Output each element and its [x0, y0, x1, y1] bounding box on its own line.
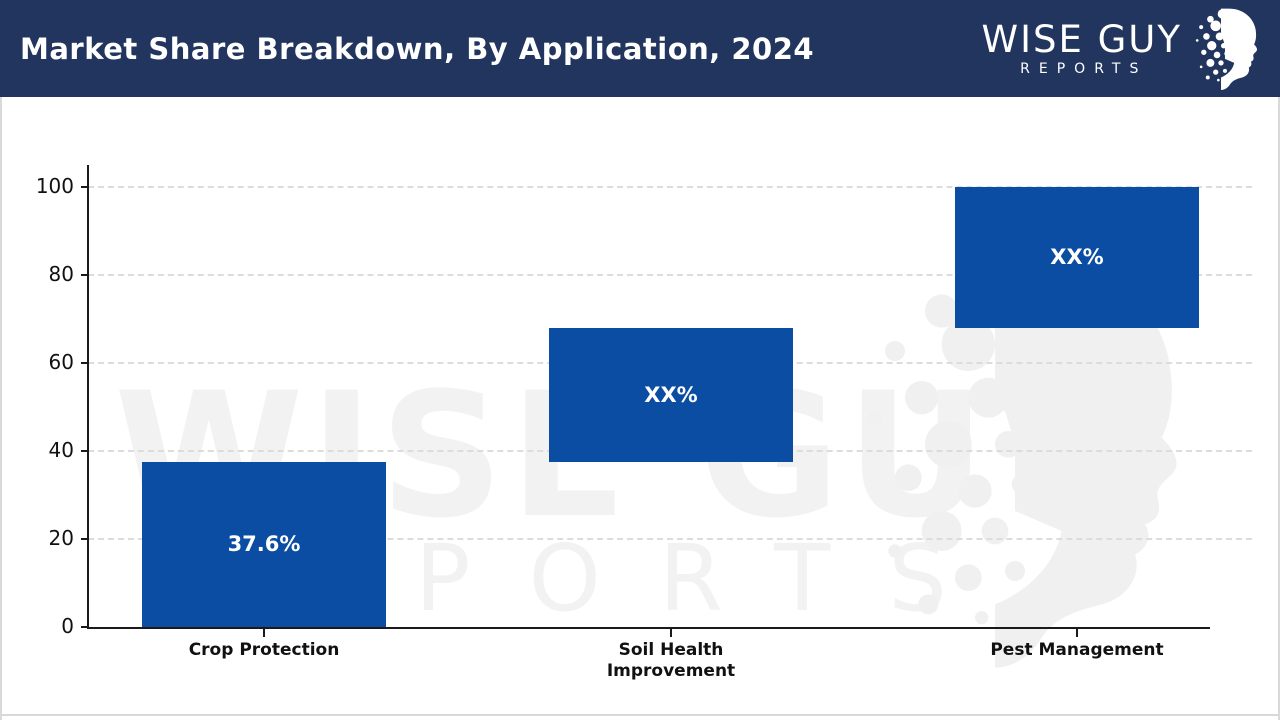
x-axis-line [87, 627, 1210, 629]
bar-pest-management: XX% [955, 187, 1199, 328]
header-bar: Market Share Breakdown, By Application, … [0, 0, 1280, 97]
bottom-divider [0, 714, 1280, 716]
y-tick-mark [81, 362, 88, 364]
x-tick-label: Pest Management [990, 640, 1164, 660]
y-axis-line [87, 165, 89, 629]
y-tick-label: 20 [48, 526, 74, 550]
gridline [88, 186, 1252, 188]
x-tick-mark [1076, 629, 1078, 637]
gridline [88, 538, 1252, 540]
y-tick-mark [81, 450, 88, 452]
gridline [88, 274, 1252, 276]
y-tick-label: 0 [61, 614, 74, 638]
page-title: Market Share Breakdown, By Application, … [20, 31, 815, 66]
y-tick-label: 60 [48, 350, 74, 374]
x-tick-label: Crop Protection [188, 640, 340, 660]
logo-text: WISE GUY REPORTS [982, 21, 1182, 76]
y-tick-mark [81, 186, 88, 188]
wise-guy-logo: WISE GUY REPORTS [982, 6, 1264, 92]
y-tick-mark [81, 538, 88, 540]
bar-value-label: XX% [644, 382, 698, 407]
y-tick-mark [81, 626, 88, 628]
x-tick-mark [263, 629, 265, 637]
bar-soil-health-improvement: XX% [549, 327, 793, 462]
logo-wordmark: WISE GUY [981, 18, 1182, 61]
y-tick-label: 100 [35, 174, 74, 198]
logo-face-icon [1195, 8, 1258, 90]
y-tick-mark [81, 274, 88, 276]
y-tick-label: 40 [48, 438, 74, 462]
bar-value-label: 37.6% [227, 532, 301, 557]
x-tick-label: Soil Health Improvement [606, 640, 736, 682]
x-tick-mark [670, 629, 672, 637]
logo-subtitle: REPORTS [1020, 61, 1148, 77]
bar-value-label: XX% [1050, 245, 1104, 270]
bar-crop-protection: 37.6% [142, 461, 386, 627]
y-tick-label: 80 [48, 262, 74, 286]
